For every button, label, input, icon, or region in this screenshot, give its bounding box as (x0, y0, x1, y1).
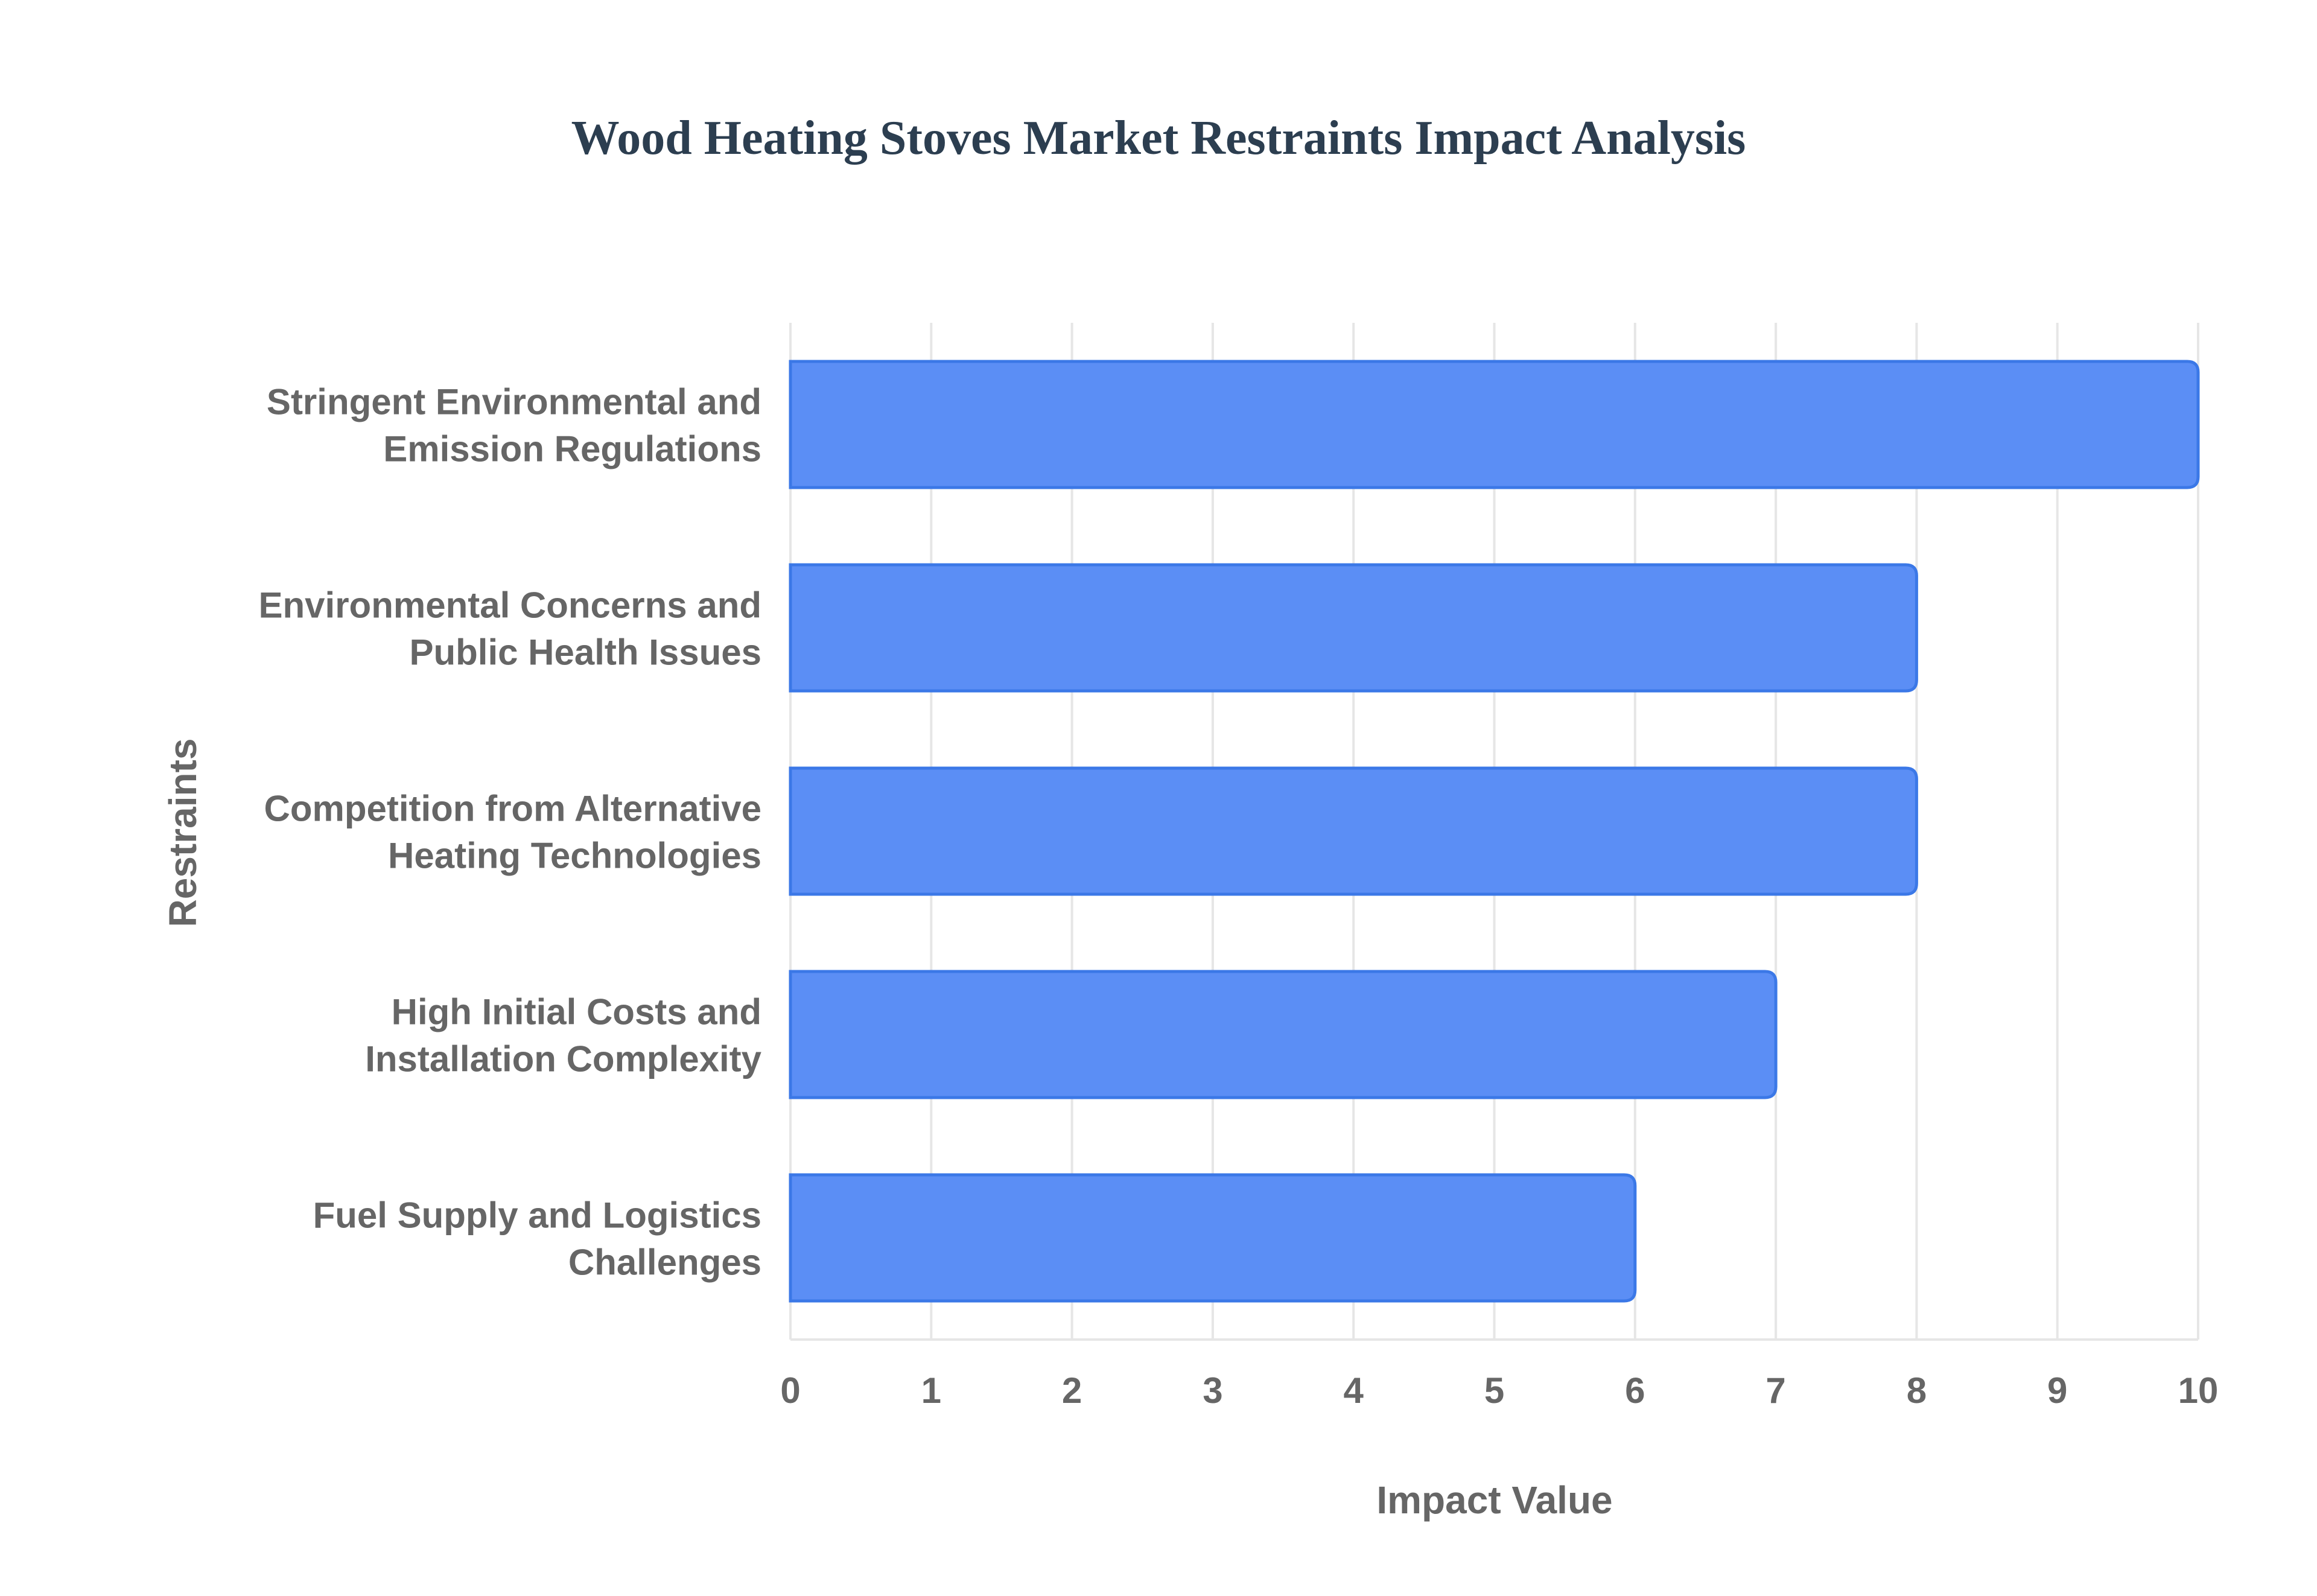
y-tick-label-3: High Initial Costs and Installation Compl… (365, 992, 761, 1079)
bar-2[interactable] (789, 766, 1918, 896)
y-tick-label-line: Environmental Concerns and (259, 585, 762, 626)
bars (789, 360, 2200, 1303)
x-tick-label-9: 9 (2047, 1370, 2067, 1411)
x-tick-label-1: 1 (921, 1370, 941, 1411)
y-tick-label-line: Competition from Alternative (264, 789, 761, 829)
x-tick-label-0: 0 (780, 1370, 800, 1411)
y-tick-labels: Stringent Environmental and Emission Regu… (259, 382, 762, 1283)
y-tick-label-line: Stringent Environmental and (267, 382, 761, 422)
x-tick-label-5: 5 (1484, 1370, 1504, 1411)
y-tick-label-line: Challenges (568, 1242, 761, 1283)
y-axis-title: Restraints (161, 739, 205, 927)
y-tick-label-2: Competition from Alternative Heating Tech… (264, 789, 761, 876)
x-tick-label-8: 8 (1907, 1370, 1927, 1411)
x-tick-labels: 0 1 2 3 4 5 6 7 8 9 10 (780, 1370, 2218, 1411)
bar-0[interactable] (789, 360, 2200, 489)
x-tick-label-6: 6 (1625, 1370, 1645, 1411)
y-tick-label-1: Environmental Concerns and Public Health … (259, 585, 762, 673)
x-tick-label-3: 3 (1203, 1370, 1222, 1411)
x-tick-label-10: 10 (2178, 1370, 2219, 1411)
chart-title: Wood Heating Stoves Market Restraints Im… (571, 112, 1746, 165)
x-tick-label-4: 4 (1344, 1370, 1364, 1411)
y-tick-label-line: High Initial Costs and (392, 992, 761, 1032)
y-tick-label-line: Public Health Issues (409, 632, 761, 673)
y-tick-label-line: Heating Technologies (388, 836, 761, 876)
y-tick-label-4: Fuel Supply and Logistics Challenges (313, 1195, 761, 1283)
bar-4[interactable] (789, 1173, 1637, 1303)
y-tick-label-line: Installation Complexity (365, 1039, 761, 1079)
bar-1[interactable] (789, 563, 1918, 693)
y-tick-label-line: Fuel Supply and Logistics (313, 1195, 761, 1236)
x-tick-label-7: 7 (1766, 1370, 1785, 1411)
x-tick-label-2: 2 (1062, 1370, 1082, 1411)
x-axis-title: Impact Value (1376, 1478, 1612, 1522)
y-tick-label-0: Stringent Environmental and Emission Regu… (267, 382, 761, 469)
y-tick-label-line: Emission Regulations (383, 429, 761, 469)
bar-3[interactable] (789, 970, 1778, 1099)
